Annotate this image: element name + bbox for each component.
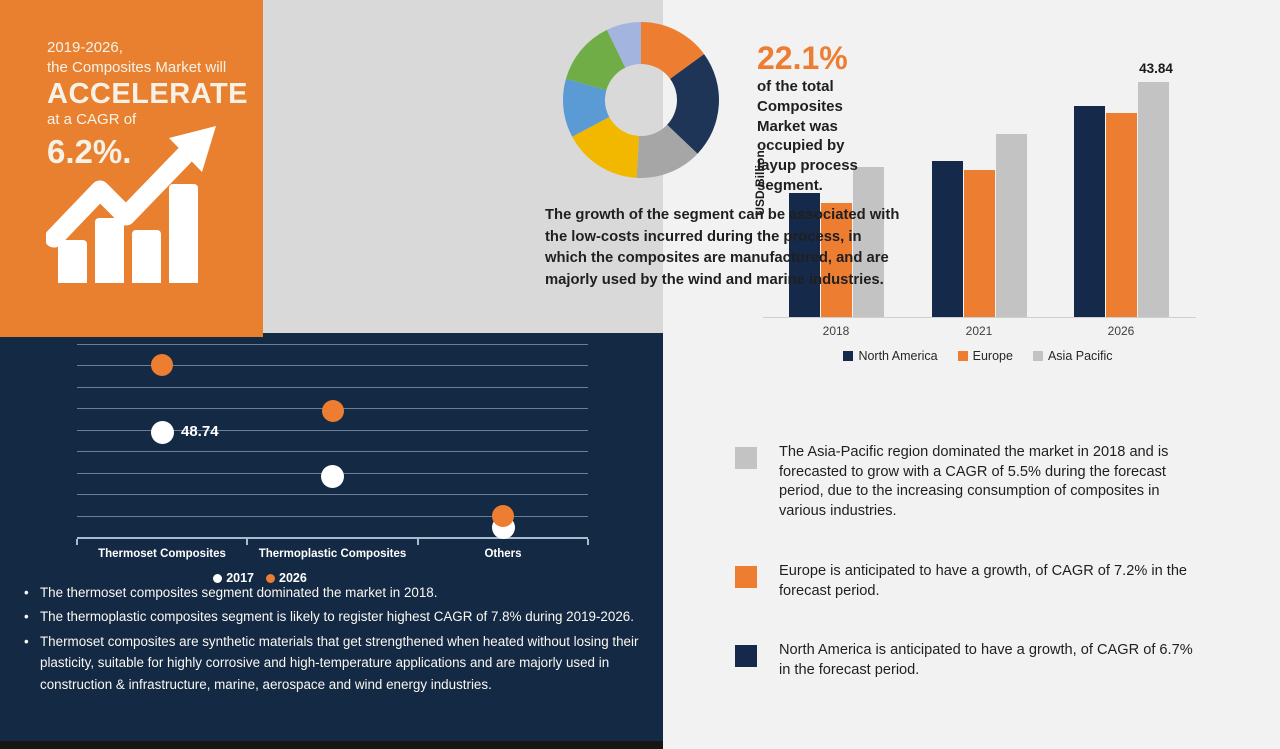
bar-europe-2021 <box>964 170 995 317</box>
layup-caption: of the total Composites Market was occup… <box>757 78 858 194</box>
legend-label: Europe <box>972 349 1013 363</box>
x-axis-tick <box>76 538 78 545</box>
donut-segment-1 <box>667 54 719 154</box>
bar-annotation: 43.84 <box>1139 61 1173 76</box>
donut-segment-3 <box>572 116 639 178</box>
bar-asia-pacific-2021 <box>996 134 1027 317</box>
bar-europe-2026 <box>1106 113 1137 317</box>
promo-cagr-value: 6.2%. <box>47 133 132 170</box>
bullet-text: The Asia-Pacific region dominated the ma… <box>779 444 1169 520</box>
x-axis-line <box>77 536 588 539</box>
segment-bullet-list: The thermoset composites segment dominat… <box>22 582 650 698</box>
legend-swatch <box>213 573 223 583</box>
legend-item-europe: Europe <box>957 349 1013 363</box>
legend-swatch <box>266 573 275 583</box>
dot-2026-0 <box>151 354 173 376</box>
segment-analysis-block: 48.74 Thermoset Composites Thermoplastic C… <box>0 333 663 741</box>
bar-north-america-2018 <box>789 193 820 317</box>
dot-2017-1 <box>321 464 344 488</box>
bottom-strip <box>0 741 663 749</box>
x-axis-tick <box>416 538 419 545</box>
dot-2026-1 <box>321 399 344 422</box>
layup-description: The growth of the segment can be associa… <box>545 207 900 288</box>
grid-line <box>77 515 588 517</box>
regional-bullet-2: North America is anticipated to have a g… <box>735 641 1207 680</box>
process-share-donut-chart <box>562 22 719 179</box>
grid-line <box>77 365 588 367</box>
donut-segment-0 <box>641 22 705 79</box>
cagr-promo-block: 2019-2026, the Composites Market will AC… <box>0 0 263 337</box>
bar-north-america-2026 <box>1074 106 1105 317</box>
regional-bullet-0: The Asia-Pacific region dominated the ma… <box>735 443 1207 522</box>
donut-segment-5 <box>565 29 626 91</box>
bullet-text: Europe is anticipated to have a growth, … <box>779 563 1188 599</box>
dot-category-label: Others <box>484 547 522 560</box>
bar-chart-axis <box>763 317 1196 318</box>
regional-bullet-1: Europe is anticipated to have a growth, … <box>735 562 1207 601</box>
bullet-text: North America is anticipated to have a g… <box>779 642 1193 678</box>
grid-line <box>77 494 588 496</box>
bar-asia-pacific-2018 <box>853 167 884 317</box>
grid-line <box>77 429 588 431</box>
grid-line <box>77 344 588 345</box>
legend-label: Asia Pacific <box>1047 349 1113 363</box>
legend-swatch <box>1032 351 1043 361</box>
donut-segment-4 <box>562 78 610 137</box>
cagr-promo-text: 2019-2026, the Composites Market will AC… <box>47 38 257 172</box>
dot-category-label: Thermoset Composites <box>98 547 226 560</box>
bar-category-label: 2021 <box>965 324 993 338</box>
grid-line <box>77 451 588 453</box>
bullet-swatch <box>735 645 757 667</box>
legend-item-north-america: North America <box>843 349 938 363</box>
bar-north-america-2021 <box>932 161 963 317</box>
promo-subject: the Composites Market will <box>47 59 227 76</box>
bar-category-label: 2018 <box>822 324 850 338</box>
bar-asia-pacific-2026 <box>1138 82 1169 317</box>
segment-bullet-1: The thermoplastic composites segment is … <box>22 606 650 628</box>
growth-arrow-icon <box>46 126 216 283</box>
promo-accelerate: ACCELERATE <box>47 78 249 110</box>
legend-swatch <box>843 351 854 361</box>
promo-period: 2019-2026, <box>47 39 123 56</box>
layup-process-stat-block: 22.1% of the total Composites Market was… <box>263 0 899 333</box>
dot-annotation: 48.74 <box>181 423 219 441</box>
dot-2026-2 <box>492 505 514 528</box>
grid-line <box>77 386 588 388</box>
bar-europe-2018 <box>821 203 852 317</box>
dot-category-label: Thermoplastic Composites <box>258 547 407 560</box>
x-axis-tick <box>246 538 249 545</box>
regional-bar-chart: USD Billion 2018 2021 2026 43.84 North Ameri… <box>663 0 1280 420</box>
dot-2017-0 <box>150 420 174 444</box>
regional-analysis-panel: USD Billion 2018 2021 2026 43.84 North Ameri… <box>663 0 1280 749</box>
bar-chart-legend: North America Europe Asia Pacific <box>758 349 1198 363</box>
bar-category-label: 2026 <box>1107 324 1135 338</box>
x-axis-tick <box>587 538 589 545</box>
legend-item-asia-pacific: Asia Pacific <box>1032 349 1113 363</box>
segment-bullet-2: Thermoset composites are synthetic mater… <box>22 631 650 695</box>
donut-segment-6 <box>606 22 641 68</box>
bullet-swatch <box>735 447 757 469</box>
segment-bullet-0: The thermoset composites segment dominat… <box>22 582 650 604</box>
legend-label: North America <box>858 349 938 363</box>
promo-cagr-label: at a CAGR of <box>47 111 137 128</box>
donut-segment-2 <box>636 124 698 179</box>
legend-swatch <box>957 351 968 361</box>
bullet-swatch <box>735 566 757 588</box>
layup-percent: 22.1% <box>757 40 848 76</box>
